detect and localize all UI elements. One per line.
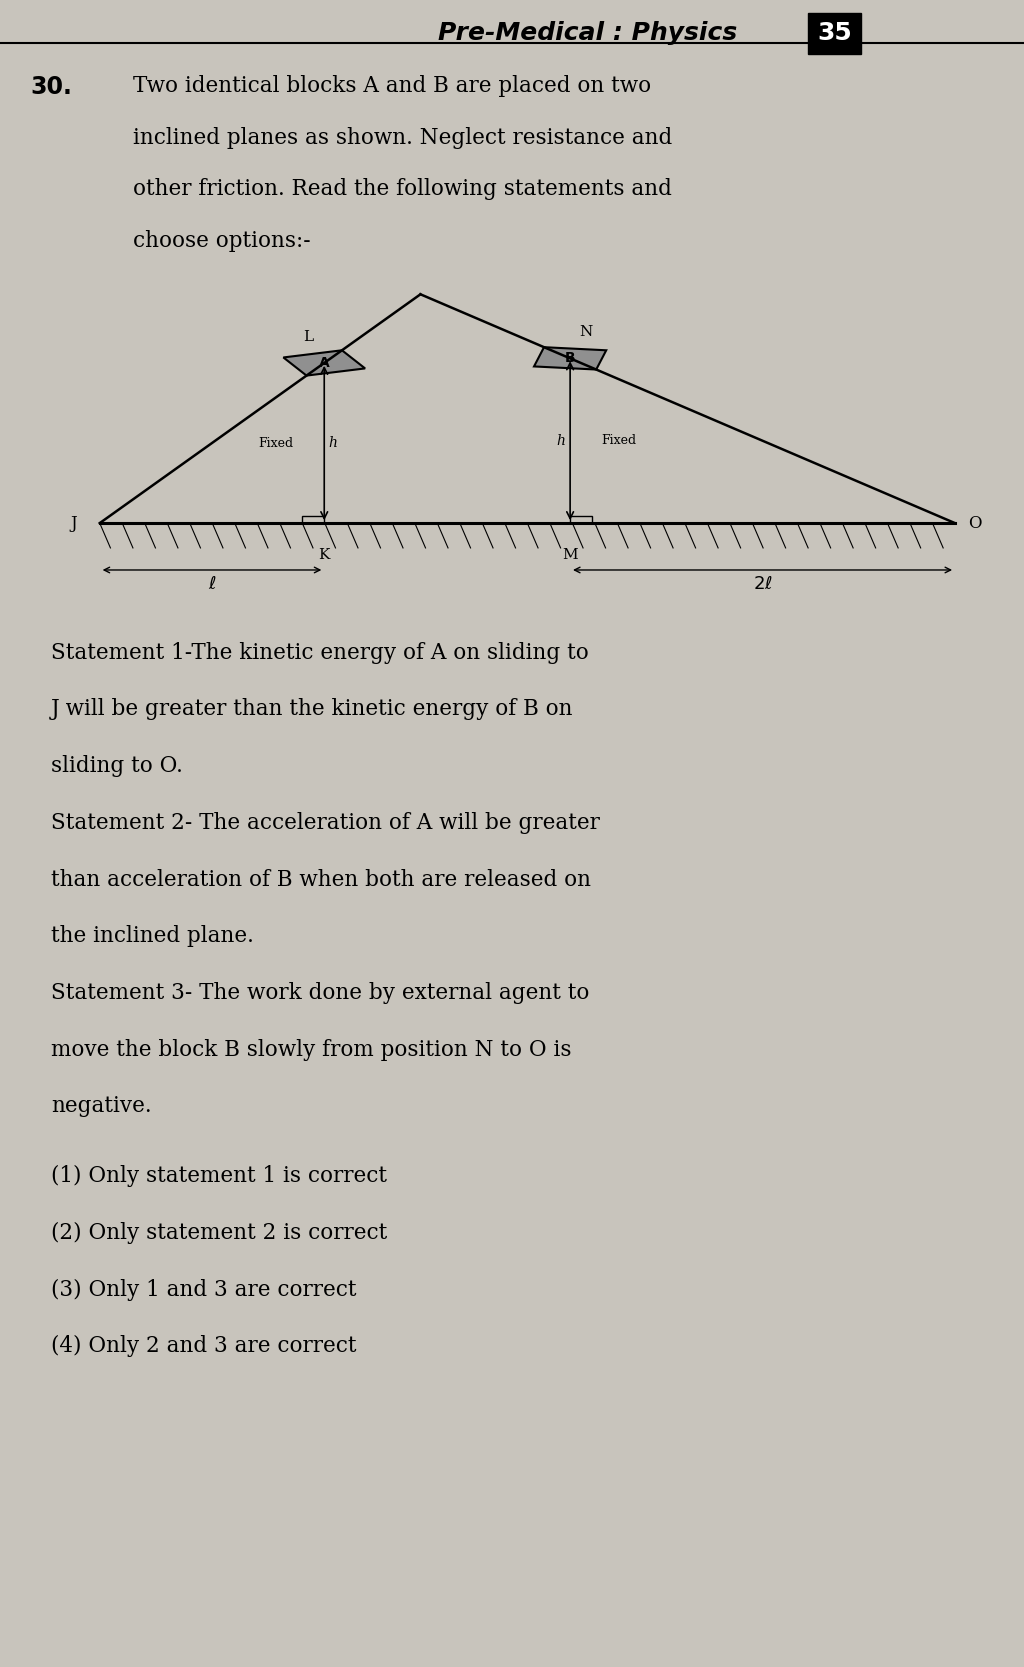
Text: J: J — [71, 515, 78, 532]
Text: Statement 2- The acceleration of A will be greater: Statement 2- The acceleration of A will … — [51, 812, 600, 834]
Text: J will be greater than the kinetic energy of B on: J will be greater than the kinetic energ… — [51, 698, 573, 720]
Text: K: K — [318, 548, 330, 562]
Text: Pre-Medical : Physics: Pre-Medical : Physics — [438, 22, 737, 45]
Text: (1) Only statement 1 is correct: (1) Only statement 1 is correct — [51, 1165, 387, 1187]
Text: (4) Only 2 and 3 are correct: (4) Only 2 and 3 are correct — [51, 1335, 356, 1357]
Text: Statement 1-The kinetic energy of A on sliding to: Statement 1-The kinetic energy of A on s… — [51, 642, 589, 663]
Text: h: h — [329, 437, 338, 450]
Polygon shape — [535, 347, 606, 370]
Text: Fixed: Fixed — [601, 433, 637, 447]
Text: (3) Only 1 and 3 are correct: (3) Only 1 and 3 are correct — [51, 1279, 356, 1300]
Text: the inclined plane.: the inclined plane. — [51, 925, 254, 947]
Polygon shape — [284, 350, 366, 375]
Text: than acceleration of B when both are released on: than acceleration of B when both are rel… — [51, 869, 591, 890]
Text: L: L — [303, 330, 313, 343]
Text: N: N — [580, 325, 593, 338]
Text: 30.: 30. — [31, 75, 73, 98]
Bar — [302, 517, 325, 523]
Text: choose options:-: choose options:- — [133, 230, 310, 252]
Text: inclined planes as shown. Neglect resistance and: inclined planes as shown. Neglect resist… — [133, 127, 673, 148]
Text: A: A — [318, 357, 330, 370]
Text: O: O — [969, 515, 982, 532]
Text: other friction. Read the following statements and: other friction. Read the following state… — [133, 178, 672, 200]
Text: Fixed: Fixed — [258, 437, 293, 450]
Text: M: M — [562, 548, 578, 562]
Bar — [570, 517, 593, 523]
Text: Two identical blocks A and B are placed on two: Two identical blocks A and B are placed … — [133, 75, 651, 97]
Text: move the block B slowly from position N to O is: move the block B slowly from position N … — [51, 1039, 571, 1060]
Text: 35: 35 — [817, 22, 852, 45]
Text: (2) Only statement 2 is correct: (2) Only statement 2 is correct — [51, 1222, 387, 1244]
Text: B: B — [565, 352, 575, 365]
Text: $2\ell$: $2\ell$ — [753, 575, 772, 593]
Text: h: h — [557, 433, 565, 448]
Text: sliding to O.: sliding to O. — [51, 755, 183, 777]
Text: Statement 3- The work done by external agent to: Statement 3- The work done by external a… — [51, 982, 590, 1004]
Text: $\ell$: $\ell$ — [208, 575, 216, 593]
Text: negative.: negative. — [51, 1095, 152, 1117]
